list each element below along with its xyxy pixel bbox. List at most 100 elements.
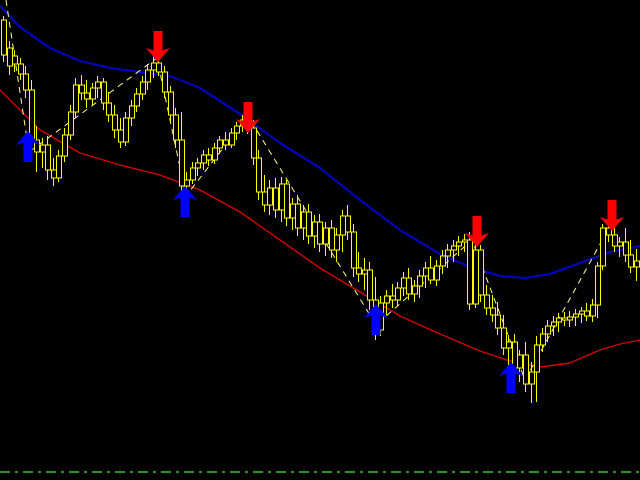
candle (384, 290, 390, 315)
candle (451, 240, 457, 262)
candle (584, 303, 590, 321)
buy-arrow-icon (499, 362, 523, 393)
buy-arrow-icon (173, 186, 197, 217)
candle (367, 262, 373, 310)
candle (501, 315, 507, 355)
candle (534, 336, 540, 402)
candle (317, 214, 323, 252)
candle (612, 227, 618, 252)
sell-arrow-icon (465, 216, 489, 247)
candle (273, 178, 279, 218)
candle (123, 112, 129, 146)
candle (417, 270, 423, 298)
candle (212, 143, 218, 164)
signal-arrows-layer (16, 31, 624, 393)
candle (140, 76, 146, 100)
candle (506, 335, 512, 370)
envelope-bands-layer (0, 5, 640, 368)
candle (12, 50, 18, 72)
candle (623, 228, 629, 262)
buy-arrow-icon (16, 131, 40, 162)
candle (223, 132, 229, 150)
candle (84, 80, 90, 108)
candle (406, 268, 412, 300)
candle (600, 224, 606, 270)
candle (195, 158, 201, 176)
candle (323, 222, 329, 256)
lower-envelope-line (0, 89, 640, 368)
candle (45, 136, 51, 180)
candle (434, 260, 440, 286)
candle (68, 105, 74, 140)
candle (545, 320, 551, 342)
candle (590, 299, 596, 322)
candle (73, 78, 79, 118)
candle (395, 282, 401, 306)
candle (517, 350, 523, 382)
candle (334, 228, 340, 262)
candle (95, 76, 101, 98)
candle (467, 232, 473, 310)
candle (179, 112, 185, 192)
candle (478, 245, 484, 302)
candle (540, 328, 546, 352)
candle (90, 83, 96, 105)
candle (556, 313, 562, 332)
candle (306, 204, 312, 244)
candle (567, 311, 573, 327)
sell-arrow-icon (600, 200, 624, 231)
candle (595, 262, 601, 318)
sell-arrow-icon (146, 31, 170, 62)
candle (351, 224, 357, 277)
buy-arrow-icon (364, 304, 388, 335)
candle (412, 280, 418, 302)
candle (256, 150, 262, 200)
candle (56, 150, 62, 182)
candle (106, 92, 112, 122)
candle (551, 316, 557, 336)
candle (145, 64, 151, 90)
candle (229, 128, 235, 148)
candle (173, 108, 179, 148)
candle (62, 128, 68, 162)
candle (295, 195, 301, 236)
candle (440, 250, 446, 274)
candle (573, 309, 579, 326)
candle (134, 88, 140, 112)
candle (267, 180, 273, 215)
candle (495, 302, 501, 335)
candle (345, 205, 351, 240)
candle (18, 58, 24, 80)
candle (529, 362, 535, 403)
candle (251, 120, 257, 165)
candle (112, 105, 118, 138)
candle (217, 136, 223, 154)
candle (473, 243, 479, 308)
candle (445, 244, 451, 268)
candle (456, 236, 462, 256)
sell-arrow-icon (236, 102, 260, 133)
candle (523, 342, 529, 392)
candle (356, 252, 362, 282)
candle (168, 86, 174, 122)
candle (206, 148, 212, 166)
candle (101, 78, 107, 110)
upper-envelope-line (0, 5, 640, 279)
candle (79, 75, 85, 100)
candle (129, 100, 135, 126)
candle (284, 180, 290, 226)
candle (617, 237, 623, 257)
candle (234, 122, 240, 140)
candle (34, 126, 40, 172)
candle (190, 162, 196, 184)
candle (428, 256, 434, 284)
candle (628, 240, 634, 273)
candles-layer (1, 16, 640, 403)
candle (23, 66, 29, 98)
candle (484, 285, 490, 315)
candle (490, 295, 496, 322)
candle (162, 66, 168, 98)
candle (1, 16, 7, 62)
